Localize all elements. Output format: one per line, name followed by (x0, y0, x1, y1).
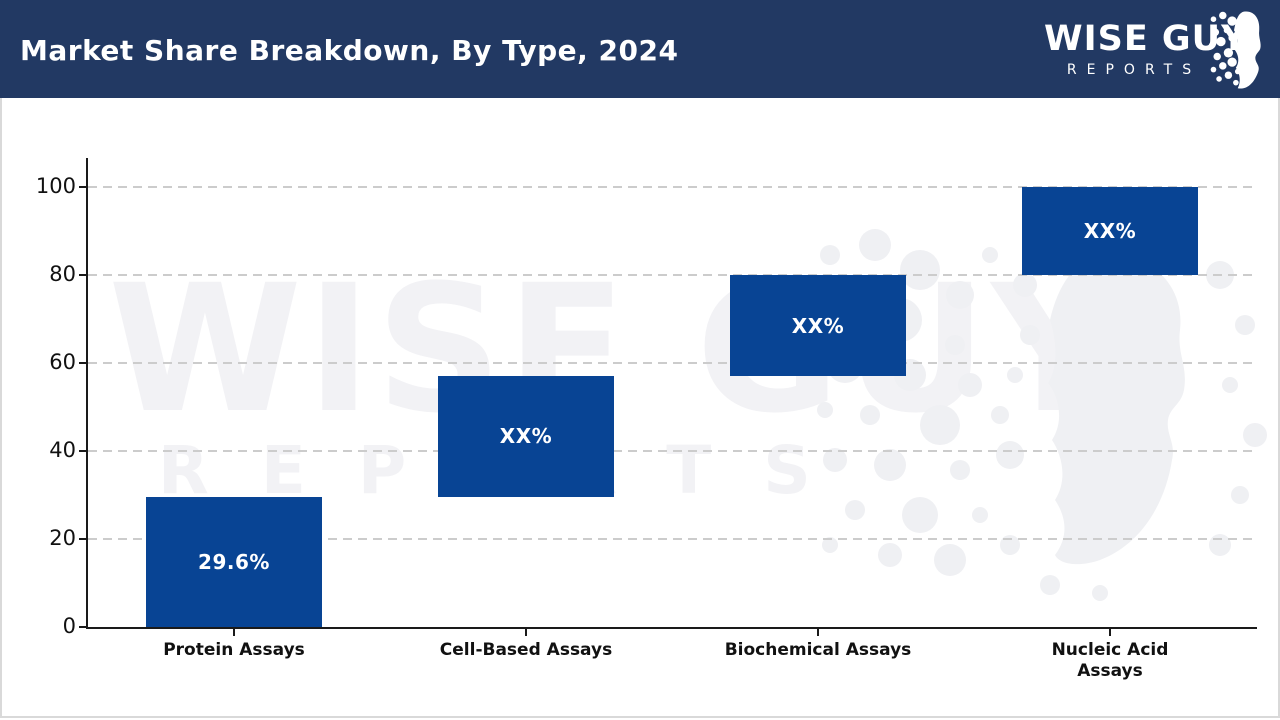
bar-protein-assays: 29.6% (146, 496, 322, 627)
logo-subtitle: REPORTS (1066, 62, 1202, 78)
y-tick-label: 20 (49, 526, 76, 550)
y-tick-mark (79, 274, 87, 276)
logo-face-dots-icon (1208, 11, 1261, 89)
bar-nucleic-acid-assays: XX% (1022, 187, 1198, 275)
y-tick-label: 60 (49, 350, 76, 374)
x-axis-label: Protein Assays (163, 640, 305, 660)
y-tick-mark (79, 626, 87, 628)
bar-value-label: XX% (1083, 219, 1137, 243)
x-axis (86, 627, 1257, 629)
y-tick-label: 100 (35, 174, 76, 198)
y-axis (86, 158, 88, 628)
logo-text: WISE GUY REPORTS (1044, 19, 1248, 78)
y-tick-label: 80 (49, 262, 76, 286)
logo-title: WISE GUY (1044, 19, 1248, 59)
gridline (88, 538, 1258, 540)
gridline (88, 362, 1258, 364)
x-axis-label: Biochemical Assays (724, 640, 912, 660)
y-tick-mark (79, 362, 87, 364)
bar-value-label: 29.6% (198, 549, 270, 574)
y-tick-label: 40 (49, 438, 76, 462)
x-tick-mark (1109, 628, 1111, 636)
bar-value-label: XX% (791, 313, 845, 338)
x-axis-label: Nucleic Acid Assays (1051, 640, 1169, 682)
x-tick-mark (233, 628, 235, 636)
wise-guy-reports-logo: WISE GUY REPORTS (1014, 6, 1264, 94)
header-bar: Market Share Breakdown, By Type, 2024 WI… (0, 0, 1280, 98)
y-tick-mark (79, 538, 87, 540)
gridline (88, 274, 1258, 276)
x-tick-mark (817, 628, 819, 636)
bar-biochemical-assays: XX% (730, 275, 906, 377)
page-title: Market Share Breakdown, By Type, 2024 (20, 34, 679, 67)
bar-cell-based-assays: XX% (438, 376, 614, 497)
gridline (88, 186, 1258, 188)
watermark-face-dots (811, 229, 1267, 601)
y-tick-mark (79, 450, 87, 452)
gridline (88, 450, 1258, 452)
x-axis-label: Cell-Based Assays (439, 640, 613, 660)
x-tick-mark (525, 628, 527, 636)
y-tick-mark (79, 186, 87, 188)
bar-value-label: XX% (499, 424, 553, 449)
y-tick-label: 0 (62, 614, 76, 638)
